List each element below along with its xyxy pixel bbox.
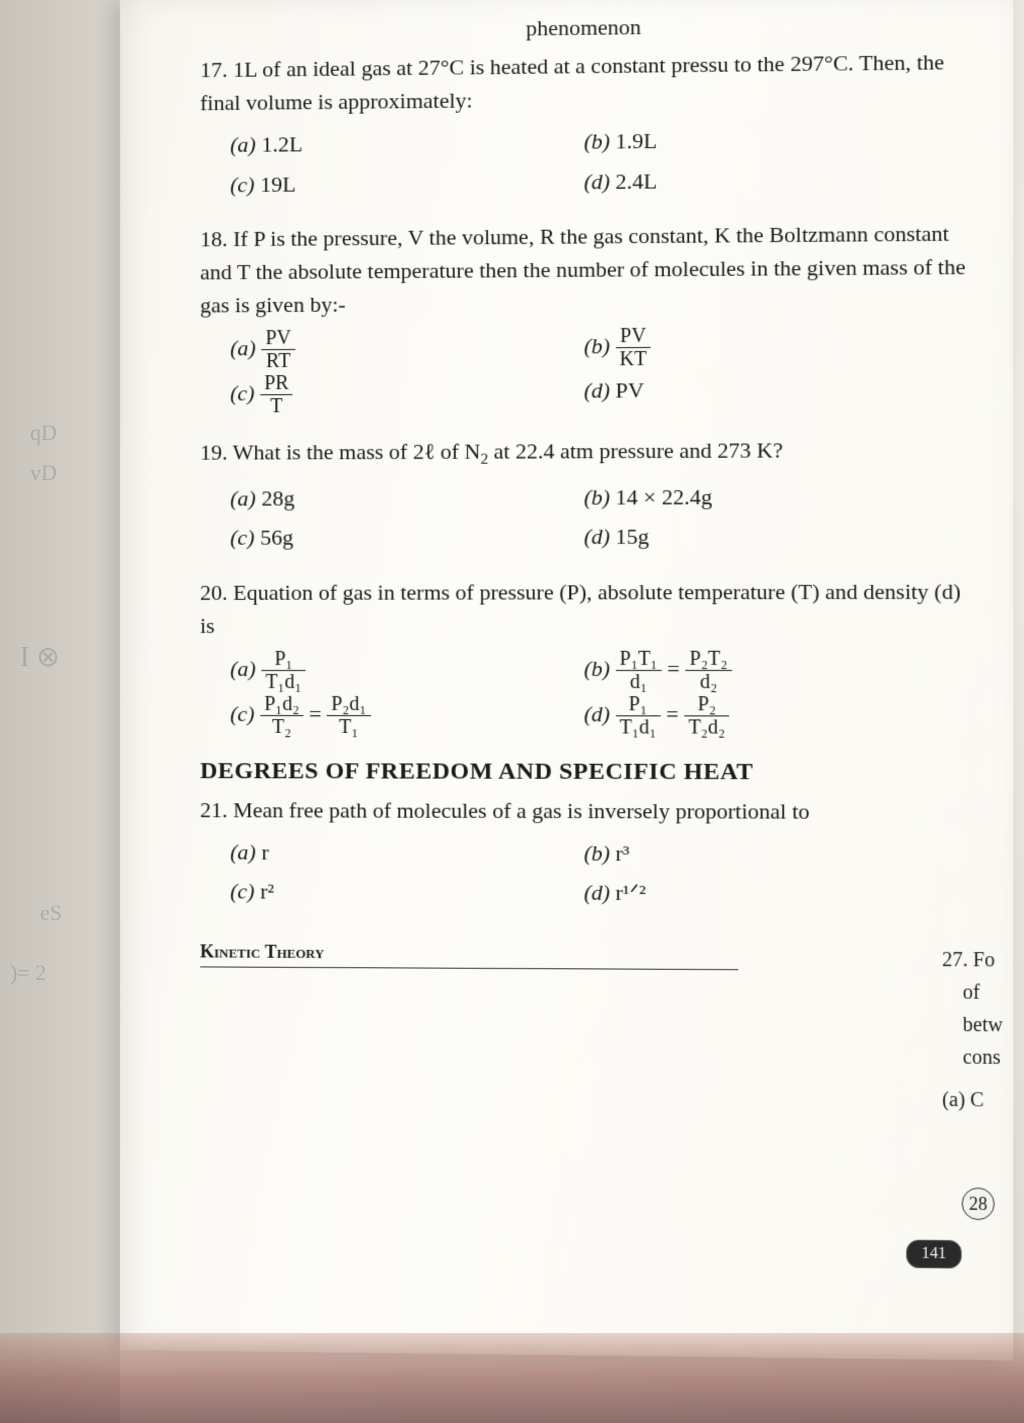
fraction: P₁T₁d₁ [261,648,305,693]
question-19: 19. What is the mass of 2ℓ of N2 at 22.4… [200,433,972,558]
desk-surface [0,1333,1024,1423]
option-b: (b) PVKT [584,323,942,371]
options-block: (a) r (b) r³ (c) r² (d) r¹ᐟ² [200,832,972,914]
question-text: Mean free path of molecules of a gas is … [233,797,809,824]
question-number: 17. [200,57,228,82]
option-a: (a) 28g [230,477,584,518]
fraction: P₁T₁d₁ [615,693,660,738]
option-c: (c) r² [230,872,584,913]
fraction: PVRT [261,327,295,372]
question-number: 18. [200,226,228,251]
handwriting-scribble: qD [30,420,57,446]
fraction: PRT [260,372,293,417]
question-17: 17. 1L of an ideal gas at 27°C is heated… [200,45,972,205]
question-number: 19. [200,440,228,465]
option-d: (d) PV [584,369,942,416]
fraction: P₂T₂d₂ [685,648,731,693]
option-c: (c) 19L [230,161,584,204]
options-block: (a) 28g (b) 14 × 22.4g (c) 56g (d) 15g [200,476,972,558]
section-heading: DEGREES OF FREEDOM AND SPECIFIC HEAT [200,758,972,787]
textbook-page: phenomenon 17. 1L of an ideal gas at 27°… [120,0,1013,1361]
option-b: (b) P₁T₁d₁ = P₂T₂d₂ [584,647,942,693]
question-21: 21. Mean free path of molecules of a gas… [200,793,972,915]
options-block: (a) 1.2L (b) 1.9L (c) 19L (d) 2.4L [200,118,972,205]
option-b: (b) r³ [584,833,942,874]
question-text: 1L of an ideal gas at 27°C is heated at … [200,49,944,115]
fraction: P₁d₂T₂ [260,693,303,738]
question-text: What is the mass of 2ℓ of N2 at 22.4 atm… [233,437,783,464]
fraction: P₂d₁T₁ [327,693,370,738]
option-d: (d) 2.4L [584,158,942,201]
footer-rule [200,966,738,970]
handwriting-scribble: I ⊗ [20,640,60,674]
left-margin-area: qD vD I ⊗ eS )= 2 [0,0,120,1423]
circled-question-number: 28 [962,1187,995,1220]
option-a: (a) r [230,832,584,873]
question-text: If P is the pressure, V the volume, R th… [200,221,965,318]
question-number: 20. [200,580,228,605]
fraction: P₁T₁d₁ [615,648,661,693]
handwriting-scribble: )= 2 [10,960,46,986]
option-c: (c) P₁d₂T₂ = P₂d₁T₁ [230,693,584,738]
option-b: (b) 14 × 22.4g [584,476,942,517]
option-d: (d) P₁T₁d₁ = P₂T₂d₂ [584,693,942,739]
handwriting-scribble: eS [40,900,62,926]
question-20: 20. Equation of gas in terms of pressure… [200,574,972,738]
option-a: (a) P₁T₁d₁ [230,648,584,693]
header-partial-text: phenomenon [200,10,972,45]
page-number-badge: 141 [906,1240,962,1269]
right-edge-cutoff-text: 27. Fo of betw cons (a) C [942,944,1003,1117]
question-text: Equation of gas in terms of pressure (P)… [200,578,961,637]
fraction: P₂T₂d₂ [684,693,729,738]
question-number: 21. [200,797,228,822]
option-c: (c) PRT [230,371,584,418]
footer-chapter-label: Kinetic Theory [200,941,972,966]
option-d: (d) 15g [584,516,942,557]
option-d: (d) r¹ᐟ² [584,873,942,914]
options-block: (a) P₁T₁d₁ (b) P₁T₁d₁ = P₂T₂d₂ (c) P₁d₂T… [200,647,972,738]
option-b: (b) 1.9L [584,118,942,161]
handwriting-scribble: vD [30,460,57,486]
options-block: (a) PVRT (b) PVKT (c) PRT (d) PV [200,323,972,418]
option-c: (c) 56g [230,517,584,558]
option-a: (a) 1.2L [230,122,584,165]
option-a: (a) PVRT [230,325,584,372]
subscript: 2 [480,451,488,468]
question-18: 18. If P is the pressure, V the volume, … [200,216,972,417]
fraction: PVKT [615,325,650,371]
